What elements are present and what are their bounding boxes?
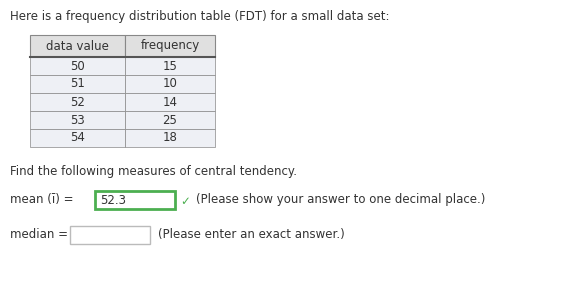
Bar <box>70 226 150 244</box>
Bar <box>125 75 215 93</box>
Text: 50: 50 <box>70 59 85 73</box>
Bar <box>30 93 125 111</box>
Text: 14: 14 <box>162 96 178 108</box>
Text: frequency: frequency <box>140 40 200 53</box>
Text: 51: 51 <box>70 77 85 90</box>
Text: (Please show your answer to one decimal place.): (Please show your answer to one decimal … <box>196 193 486 206</box>
Bar <box>30 35 125 57</box>
Bar <box>125 129 215 147</box>
Text: 52: 52 <box>70 96 85 108</box>
Text: 52.3: 52.3 <box>101 193 126 207</box>
Text: 25: 25 <box>162 113 178 127</box>
Text: Find the following measures of central tendency.: Find the following measures of central t… <box>10 165 297 178</box>
Bar <box>30 75 125 93</box>
Bar <box>125 93 215 111</box>
Bar <box>30 111 125 129</box>
Text: Here is a frequency distribution table (FDT) for a small data set:: Here is a frequency distribution table (… <box>10 10 389 23</box>
Text: 54: 54 <box>70 131 85 144</box>
Text: 18: 18 <box>162 131 178 144</box>
Text: 53: 53 <box>70 113 85 127</box>
Text: median =: median = <box>10 228 68 241</box>
Bar <box>125 111 215 129</box>
Text: mean (ī) =: mean (ī) = <box>10 193 74 206</box>
Bar <box>125 35 215 57</box>
Text: (Please enter an exact answer.): (Please enter an exact answer.) <box>158 228 345 241</box>
Bar <box>30 129 125 147</box>
Bar <box>95 191 175 209</box>
Text: ✓: ✓ <box>180 195 190 208</box>
Text: 10: 10 <box>162 77 178 90</box>
Bar <box>125 57 215 75</box>
Text: 15: 15 <box>162 59 178 73</box>
Text: data value: data value <box>46 40 109 53</box>
Bar <box>30 57 125 75</box>
